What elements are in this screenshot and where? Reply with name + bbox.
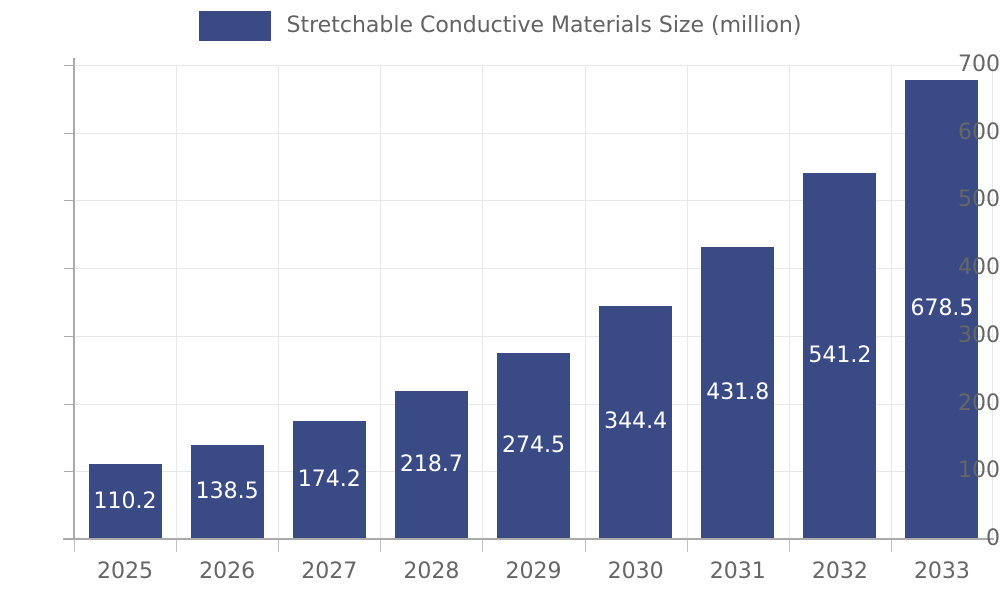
y-axis-tick-label: 200 [958,390,1000,416]
bar[interactable] [701,246,775,539]
x-axis-tick-label: 2030 [607,559,664,584]
x-axis-tick-mark [74,540,75,552]
bar[interactable] [190,445,264,539]
bar[interactable] [905,79,979,539]
y-axis-tick-mark [64,200,74,202]
x-axis-tick-label: 2027 [301,559,358,584]
gridline-vertical [380,65,382,539]
bar-value-label: 110.2 [93,488,157,514]
gridline-vertical [992,65,993,539]
x-axis-tick-label: 2025 [97,559,154,584]
y-axis-tick-mark [64,539,74,540]
y-axis-tick-mark [64,335,74,337]
y-axis-tick-mark [64,65,74,66]
bar-value-label: 218.7 [399,451,463,477]
gridline-vertical [176,65,178,539]
gridline-vertical [788,65,790,539]
bar[interactable] [599,305,673,539]
bar-value-label: 138.5 [195,479,259,505]
x-axis-tick-mark [278,540,280,552]
bar[interactable] [88,464,162,539]
bar-value-label: 344.4 [604,409,668,435]
bar-value-label: 678.5 [910,296,974,322]
gridline-horizontal [74,132,993,134]
y-axis-tick-label: 0 [986,526,1000,551]
gridline-vertical [890,65,892,539]
plot-area: 110.2 138.5 174.2 218.7 274.5 344.4 431.8 541.2… [74,65,993,540]
y-axis-tick-mark [64,403,74,405]
x-axis-tick-label: 2033 [913,559,970,584]
y-axis-tick-label: 300 [958,322,1000,348]
x-axis-tick-label: 2028 [403,559,460,584]
bar[interactable] [803,172,877,539]
bar-value-label: 541.2 [808,342,872,368]
y-axis-tick-mark [64,132,74,134]
gridline-horizontal [74,200,993,202]
x-axis-tick-label: 2031 [709,559,766,584]
y-axis-tick-label: 500 [958,187,1000,213]
bar[interactable] [496,353,570,539]
y-axis-tick-label: 100 [958,458,1000,484]
gridline-vertical [482,65,484,539]
x-axis-tick-mark [686,540,688,552]
bar-value-label: 274.5 [502,433,565,459]
y-axis-tick-mark [64,471,74,473]
x-axis-tick-mark [482,540,484,552]
x-axis-tick-label: 2026 [199,559,256,584]
gridline-vertical [686,65,688,539]
chart-legend: Stretchable Conductive Materials Size (m… [0,10,1000,42]
bar-value-label: 174.2 [297,467,361,493]
y-axis-tick-label: 400 [958,255,1000,281]
legend-label-series-1: Stretchable Conductive Materials Size (m… [286,13,802,38]
bar-value-label: 431.8 [706,379,770,405]
x-axis-tick-mark [380,540,382,552]
gridline-horizontal [74,65,993,66]
gridline-vertical [584,65,586,539]
y-axis-tick-mark [64,268,74,270]
x-axis-spine [63,538,994,540]
bar[interactable] [292,421,366,539]
gridline-horizontal [74,268,993,270]
y-axis-spine [73,58,75,540]
x-axis-tick-label: 2032 [811,559,868,584]
x-axis-tick-mark [788,540,790,552]
bar[interactable] [394,390,468,539]
x-axis-tick-label: 2029 [505,559,562,584]
x-axis-tick-mark [890,540,892,552]
y-axis-tick-label: 600 [958,119,1000,145]
x-axis-tick-mark [584,540,586,552]
y-axis-tick-label: 700 [958,52,1000,77]
legend-swatch-series-1 [198,11,271,41]
gridline-horizontal [74,335,993,337]
gridline-vertical [278,65,280,539]
x-axis-tick-mark [176,540,178,552]
